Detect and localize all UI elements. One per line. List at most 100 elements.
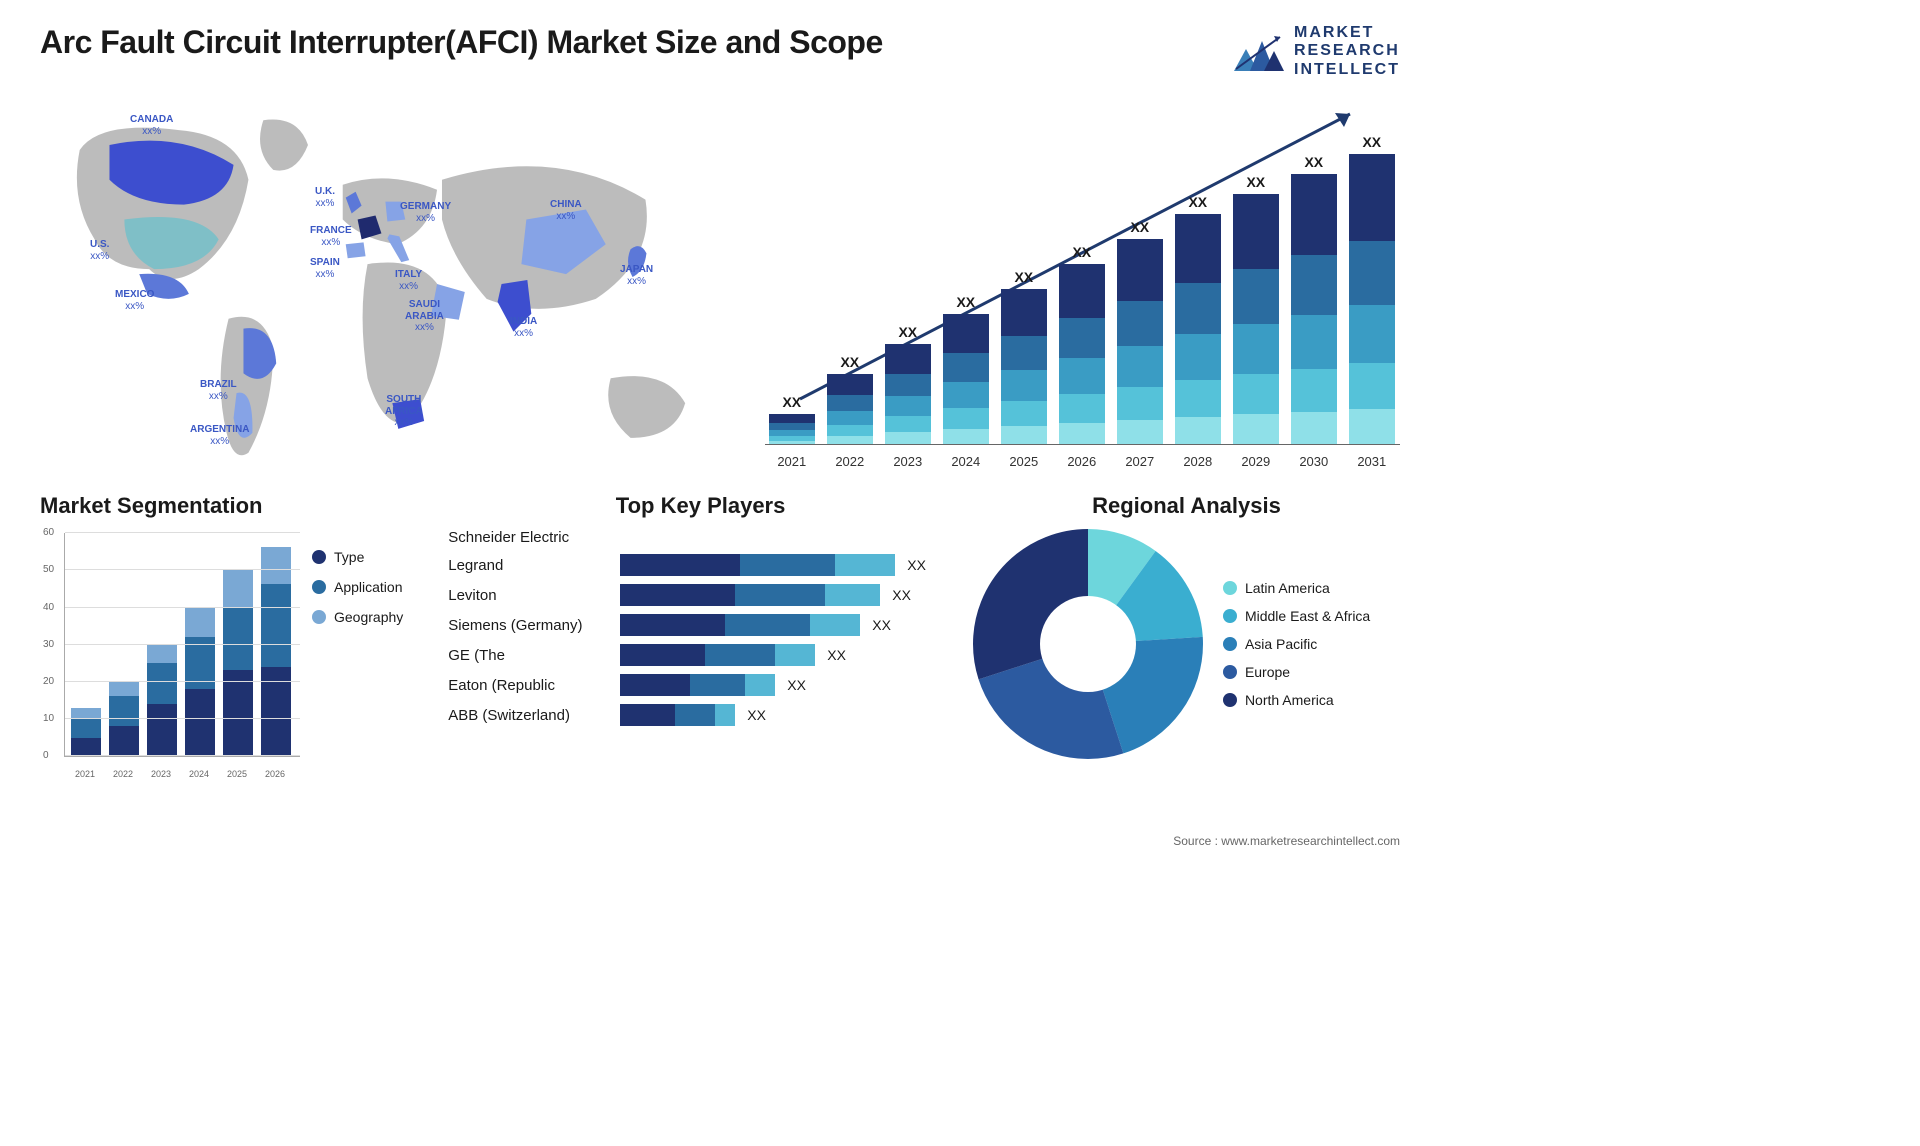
player-bar	[620, 584, 880, 606]
growth-year-label: 2030	[1291, 454, 1337, 469]
growth-bar: XX	[885, 324, 931, 444]
growth-bar: XX	[1001, 269, 1047, 444]
map-label: U.S.xx%	[90, 239, 109, 262]
player-name: ABB (Switzerland)	[448, 707, 608, 724]
growth-bar: XX	[1233, 174, 1279, 444]
player-bar	[620, 554, 895, 576]
player-name: GE (The	[448, 647, 608, 664]
logo-line: RESEARCH	[1294, 42, 1400, 60]
regional-donut	[973, 529, 1203, 759]
legend-item: Application	[312, 579, 403, 595]
legend-item: Geography	[312, 609, 403, 625]
player-name: Eaton (Republic	[448, 677, 608, 694]
growth-value-label: XX	[1072, 244, 1091, 260]
map-label: BRAZILxx%	[200, 379, 237, 402]
seg-bar	[261, 547, 291, 756]
player-value: XX	[827, 647, 846, 663]
legend-label: Europe	[1245, 664, 1290, 680]
player-bar	[620, 614, 860, 636]
growth-bar: XX	[1117, 219, 1163, 444]
player-name: Schneider Electric	[448, 529, 608, 546]
growth-year-label: 2021	[769, 454, 815, 469]
growth-bar: XX	[1059, 244, 1105, 444]
growth-bar: XX	[943, 294, 989, 444]
map-label: U.K.xx%	[315, 186, 335, 209]
growth-value-label: XX	[1130, 219, 1149, 235]
player-row: Siemens (Germany)XX	[448, 614, 953, 636]
growth-chart: XXXXXXXXXXXXXXXXXXXXXX 20212022202320242…	[765, 99, 1400, 469]
player-value: XX	[747, 707, 766, 723]
player-value: XX	[907, 557, 926, 573]
seg-bar	[71, 708, 101, 757]
legend-item: Asia Pacific	[1223, 636, 1370, 652]
growth-xlabels: 2021202220232024202520262027202820292030…	[765, 454, 1400, 469]
growth-value-label: XX	[840, 354, 859, 370]
legend-label: North America	[1245, 692, 1334, 708]
growth-value-label: XX	[1188, 194, 1207, 210]
map-label: SPAINxx%	[310, 257, 340, 280]
page-title: Arc Fault Circuit Interrupter(AFCI) Mark…	[40, 24, 883, 61]
legend-item: North America	[1223, 692, 1370, 708]
player-value: XX	[872, 617, 891, 633]
brand-logo: MARKET RESEARCH INTELLECT	[1230, 24, 1400, 79]
growth-year-label: 2027	[1117, 454, 1163, 469]
growth-bar: XX	[1291, 154, 1337, 444]
legend-item: Middle East & Africa	[1223, 608, 1370, 624]
legend-item: Latin America	[1223, 580, 1370, 596]
map-label: FRANCExx%	[310, 225, 352, 248]
legend-label: Asia Pacific	[1245, 636, 1317, 652]
growth-value-label: XX	[1304, 154, 1323, 170]
player-bar	[620, 674, 775, 696]
bottom-row: Market Segmentation 0102030405060 202120…	[0, 479, 1440, 779]
logo-line: MARKET	[1294, 24, 1400, 42]
growth-year-label: 2025	[1001, 454, 1047, 469]
map-label: JAPANxx%	[620, 264, 653, 287]
player-row: ABB (Switzerland) XX	[448, 704, 953, 726]
header: Arc Fault Circuit Interrupter(AFCI) Mark…	[0, 0, 1440, 79]
growth-year-label: 2031	[1349, 454, 1395, 469]
map-label: SOUTHAFRICAxx%	[385, 394, 423, 429]
growth-bar: XX	[769, 394, 815, 444]
growth-bars: XX XX XX XX XX XX XX XX XX XX XX	[765, 125, 1400, 445]
seg-bar	[147, 644, 177, 756]
top-row: CANADAxx%U.S.xx%MEXICOxx%BRAZILxx%ARGENT…	[0, 79, 1440, 479]
growth-year-label: 2024	[943, 454, 989, 469]
market-segmentation: Market Segmentation 0102030405060 202120…	[40, 493, 428, 779]
player-row: Leviton XX	[448, 584, 953, 606]
player-name: Leviton	[448, 587, 608, 604]
player-row: Legrand XX	[448, 554, 953, 576]
logo-icon	[1230, 27, 1286, 77]
growth-value-label: XX	[1362, 134, 1381, 150]
world-map: CANADAxx%U.S.xx%MEXICOxx%BRAZILxx%ARGENT…	[40, 89, 735, 479]
growth-year-label: 2028	[1175, 454, 1221, 469]
seg-xlabels: 202120222023202420252026	[64, 769, 300, 779]
player-name: Legrand	[448, 557, 608, 574]
map-label: SAUDIARABIAxx%	[405, 299, 444, 334]
player-value: XX	[787, 677, 806, 693]
seg-legend: Type Application Geography	[312, 529, 403, 779]
growth-value-label: XX	[1014, 269, 1033, 285]
donut-hole	[1040, 596, 1136, 692]
seg-chart: 0102030405060 202120222023202420252026	[40, 529, 300, 779]
seg-bar	[223, 570, 253, 757]
seg-title: Market Segmentation	[40, 493, 428, 519]
players-title: Top Key Players	[448, 493, 953, 519]
source-label: Source : www.marketresearchintellect.com	[1173, 834, 1400, 848]
player-value: XX	[892, 587, 911, 603]
growth-value-label: XX	[898, 324, 917, 340]
logo-line: INTELLECT	[1294, 61, 1400, 79]
legend-label: Middle East & Africa	[1245, 608, 1370, 624]
player-list: Schneider ElectricLegrandXXLevitonXXSiem…	[448, 529, 953, 726]
map-label: CHINAxx%	[550, 199, 582, 222]
growth-year-label: 2022	[827, 454, 873, 469]
player-row: Schneider Electric	[448, 529, 953, 546]
player-bar	[620, 704, 735, 726]
map-label: INDIAxx%	[510, 316, 537, 339]
seg-plot: 0102030405060	[64, 533, 300, 757]
legend-item: Type	[312, 549, 403, 565]
regional-title: Regional Analysis	[973, 493, 1400, 519]
legend-item: Europe	[1223, 664, 1370, 680]
player-row: Eaton (Republic XX	[448, 674, 953, 696]
growth-bar: XX	[1349, 134, 1395, 444]
logo-text: MARKET RESEARCH INTELLECT	[1294, 24, 1400, 79]
